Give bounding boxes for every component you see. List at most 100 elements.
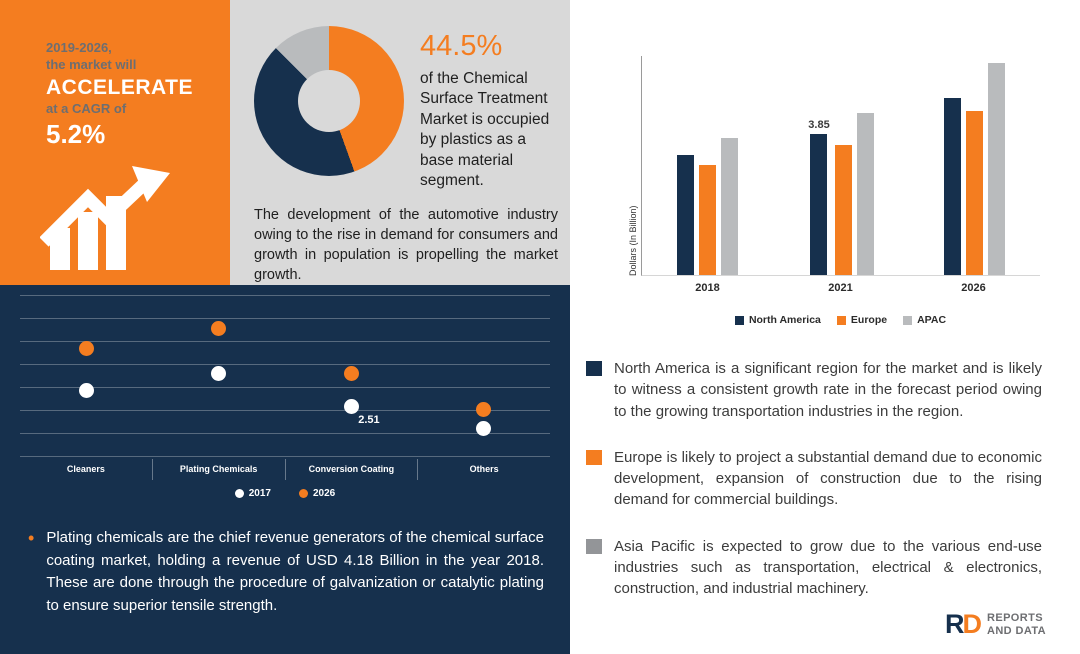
asia-pacific-swatch [586, 538, 602, 554]
dot-category-label: Cleaners [66, 464, 105, 474]
donut-headline-value: 44.5% [420, 30, 503, 62]
region-bullet-asia-pacific: Asia Pacific is expected to grow due to … [586, 536, 1042, 600]
dot-plot-chart: 2.51 [20, 295, 550, 457]
cagr-intro-line2: the market will [46, 56, 137, 72]
cagr-label: at a CAGR of [46, 101, 127, 117]
donut-headline-text: of the Chemical Surface Treatment Market… [420, 70, 550, 190]
logo-mark: RD [944, 609, 982, 639]
donut-text: 44.5% of the Chemical Surface Treatment … [420, 26, 562, 192]
top-row: 2019-2026, the market will ACCELERATE at… [0, 0, 570, 285]
dot-2026-plating-chemicals [211, 320, 227, 336]
bar-apac-2018 [721, 138, 739, 275]
cagr-value: 5.2% [46, 118, 106, 149]
legend-label: 2026 [313, 488, 336, 499]
dot-2026-cleaners [78, 341, 94, 357]
bar-europe-2018 [699, 165, 717, 275]
left-column: 2019-2026, the market will ACCELERATE at… [0, 0, 570, 654]
region-bullet-europe: Europe is likely to project a substantia… [586, 447, 1042, 511]
bar-slot [677, 56, 695, 275]
bar-europe-2026 [965, 111, 983, 275]
bar-apac-2026 [987, 63, 1005, 275]
north-america-swatch [586, 361, 602, 376]
legend-swatch-icon [234, 489, 244, 498]
dot-2017-cleaners [78, 383, 94, 399]
region-bullets: North America is a significant region fo… [586, 358, 1042, 600]
bar-chart-area: 3.85 2018 2021 2026 North America Europe APA… [641, 56, 1040, 326]
dot-2017-plating-chemicals [211, 366, 227, 382]
donut-hole [298, 70, 360, 132]
bar-chart-y-axis-label: Dollars (In Billion) [628, 205, 638, 276]
logo-line1: REPORTS [986, 611, 1043, 624]
bar-plot: 3.85 [641, 56, 1040, 276]
legend-swatch-icon [299, 489, 308, 498]
legend-label: Europe [850, 314, 888, 326]
donut-chart [254, 26, 404, 176]
legend-swatch-icon [836, 315, 846, 325]
dot-category-label: Others [417, 459, 550, 480]
europe-text: Europe is likely to project a substantia… [614, 448, 1042, 509]
dot-2017-conversion-coating [343, 399, 359, 415]
bar-group-2018 [677, 56, 739, 275]
north-america-text: North America is a significant region fo… [614, 360, 1042, 420]
bar-group-2021: 3.85 [808, 56, 874, 275]
bar-slot [987, 56, 1005, 275]
cagr-highlight-panel: 2019-2026, the market will ACCELERATE at… [0, 0, 230, 285]
dot-2026-others [476, 401, 492, 417]
dot-value-label: 2.51 [358, 413, 380, 426]
europe-swatch [586, 449, 602, 465]
dot-category-label: Conversion Coating [284, 459, 418, 480]
bullet-dot-icon: • [28, 528, 35, 548]
bar-north-america-2026 [943, 98, 961, 275]
legend-item-north-america: North America [734, 314, 821, 326]
x-tick-label: 2018 [695, 282, 720, 294]
legend-label: APAC [917, 314, 947, 326]
logo-text: REPORTS AND DATA [987, 612, 1046, 637]
bar-slot [965, 56, 983, 275]
dot-plot-category-axis: Cleaners Plating Chemicals Conversion Coat… [20, 459, 550, 480]
dot-2017-others [476, 420, 492, 436]
bar-europe-2021 [834, 145, 852, 275]
bar-slot: 3.85 [808, 56, 830, 275]
donut-panel: 44.5% of the Chemical Surface Treatment … [230, 0, 570, 285]
legend-item-2026: 2026 [299, 488, 335, 499]
reports-and-data-logo: RD REPORTS AND DATA [945, 611, 1046, 638]
dot-plot-panel: 2.51 Cleaners Plating Chemicals Conversion… [0, 285, 570, 654]
legend-item-apac: APAC [903, 314, 946, 326]
bar-chart-x-ticks: 2018 2021 2026 [641, 282, 1040, 294]
bar-chart-block: Dollars (In Billion) 3.85 2018 2021 2026 N… [628, 56, 1040, 326]
legend-item-2017: 2017 [234, 488, 271, 499]
legend-swatch-icon [734, 315, 744, 325]
dot-plot-legend: 2017 2026 [0, 488, 570, 499]
x-tick-label: 2026 [961, 282, 986, 294]
dot-category-label: Plating Chemicals [151, 459, 285, 480]
donut-body-text: The development of the automotive indust… [254, 206, 558, 283]
logo-letter-r: R [944, 609, 964, 639]
asia-pacific-text: Asia Pacific is expected to grow due to … [614, 537, 1042, 598]
bar-group-2026 [943, 56, 1005, 275]
cagr-intro-line1: 2019-2026, [46, 40, 112, 55]
bar-chart-legend: North America Europe APAC [641, 314, 1040, 326]
plating-chemicals-bullet: • Plating chemicals are the chief revenu… [28, 527, 544, 617]
legend-label: 2017 [248, 488, 271, 499]
logo-letter-d: D [962, 609, 981, 639]
legend-label: North America [748, 314, 821, 326]
region-bullet-north-america: North America is a significant region fo… [586, 358, 1042, 422]
donut-row: 44.5% of the Chemical Surface Treatment … [254, 26, 562, 192]
bar-value-label: 3.85 [808, 119, 830, 131]
bar-slot [856, 56, 874, 275]
bar-slot [699, 56, 717, 275]
plating-chemicals-text: Plating chemicals are the chief revenue … [46, 529, 544, 614]
growth-chart-icon [39, 166, 170, 271]
logo-line2: AND DATA [986, 624, 1046, 637]
bar-north-america-2018 [677, 155, 695, 275]
bar-apac-2021 [856, 113, 874, 275]
legend-item-europe: Europe [836, 314, 888, 326]
right-column: Dollars (In Billion) 3.85 2018 2021 2026 N… [570, 0, 1080, 654]
bar-slot [943, 56, 961, 275]
bar-slot [721, 56, 739, 275]
bar-slot [834, 56, 852, 275]
dot-2026-conversion-coating [343, 366, 359, 382]
legend-swatch-icon [903, 315, 913, 325]
x-tick-label: 2021 [828, 282, 853, 294]
